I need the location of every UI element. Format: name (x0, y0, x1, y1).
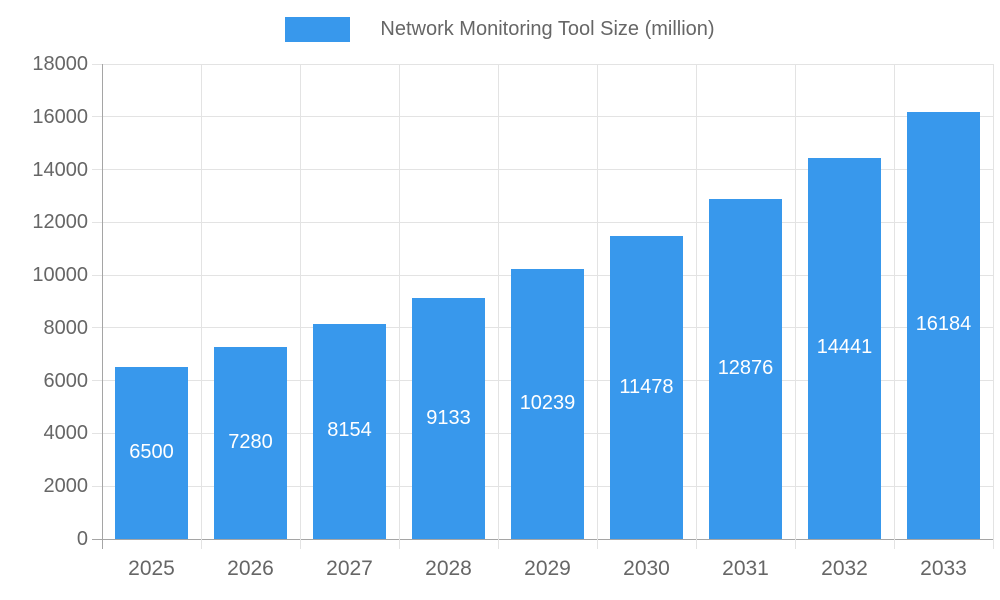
x-axis-tick-label: 2029 (524, 557, 571, 580)
y-axis-tick-label: 10000 (32, 264, 88, 287)
bar-value-label: 8154 (327, 419, 372, 442)
y-axis-tick-label: 14000 (32, 158, 88, 181)
bar-value-label: 12876 (717, 357, 774, 380)
bar-2029: 10239 (511, 268, 584, 539)
gridline-vertical (398, 64, 400, 549)
bar-2025: 6500 (115, 367, 188, 539)
gridline-vertical (695, 64, 697, 549)
bar-2026: 7280 (214, 346, 287, 539)
bar-2033: 16184 (907, 111, 980, 539)
plot-area: 6500 7280 8154 9133 10239 11478 12876 14441 1618… (92, 63, 994, 549)
bar-2032: 14441 (808, 157, 881, 539)
y-axis-line (101, 64, 103, 549)
x-axis-tick-label: 2028 (425, 557, 472, 580)
x-axis-tick-label: 2031 (722, 557, 769, 580)
y-axis-tick-label: 0 (76, 528, 88, 550)
gridline-vertical (794, 64, 796, 549)
y-axis-tick-label: 6000 (43, 369, 89, 392)
bar-2030: 11478 (610, 236, 683, 539)
y-axis-tick-label: 12000 (32, 211, 88, 234)
gridline-vertical (596, 64, 598, 549)
bar-value-label: 14441 (816, 336, 873, 359)
x-axis-tick-label: 2030 (623, 557, 670, 580)
bar-2028: 9133 (412, 298, 485, 539)
bar-value-label: 9133 (426, 406, 471, 429)
y-axis-tick-label: 2000 (43, 475, 89, 498)
gridline-vertical (299, 64, 301, 549)
legend-color-swatch-icon (285, 17, 351, 42)
x-axis-tick-label: 2033 (920, 557, 967, 580)
y-axis-tick-label: 4000 (43, 422, 89, 445)
x-axis-tick-label: 2025 (128, 557, 175, 580)
gridline-horizontal (92, 116, 993, 118)
gridline-horizontal (92, 63, 993, 65)
y-axis-tick-label: 8000 (43, 316, 89, 339)
x-axis-tick-label: 2032 (821, 557, 868, 580)
gridline-vertical (200, 64, 202, 549)
legend-label: Network Monitoring Tool Size (million) (380, 18, 715, 40)
gridline-vertical (893, 64, 895, 549)
y-axis-tick-label: 18000 (32, 53, 88, 75)
bar-value-label: 11478 (619, 375, 674, 398)
gridline-vertical (992, 64, 994, 549)
bar-2027: 8154 (313, 323, 386, 539)
legend[interactable]: Network Monitoring Tool Size (million) (0, 17, 1000, 42)
x-axis-tick-label: 2026 (227, 557, 274, 580)
bar-value-label: 6500 (129, 441, 174, 464)
bar-2031: 12876 (709, 199, 782, 539)
bar-value-label: 7280 (228, 430, 273, 453)
y-axis-tick-label: 16000 (32, 105, 88, 128)
bar-value-label: 10239 (519, 391, 576, 414)
x-axis-tick-label: 2027 (326, 557, 373, 580)
bar-value-label: 16184 (915, 313, 972, 336)
gridline-vertical (497, 64, 499, 549)
